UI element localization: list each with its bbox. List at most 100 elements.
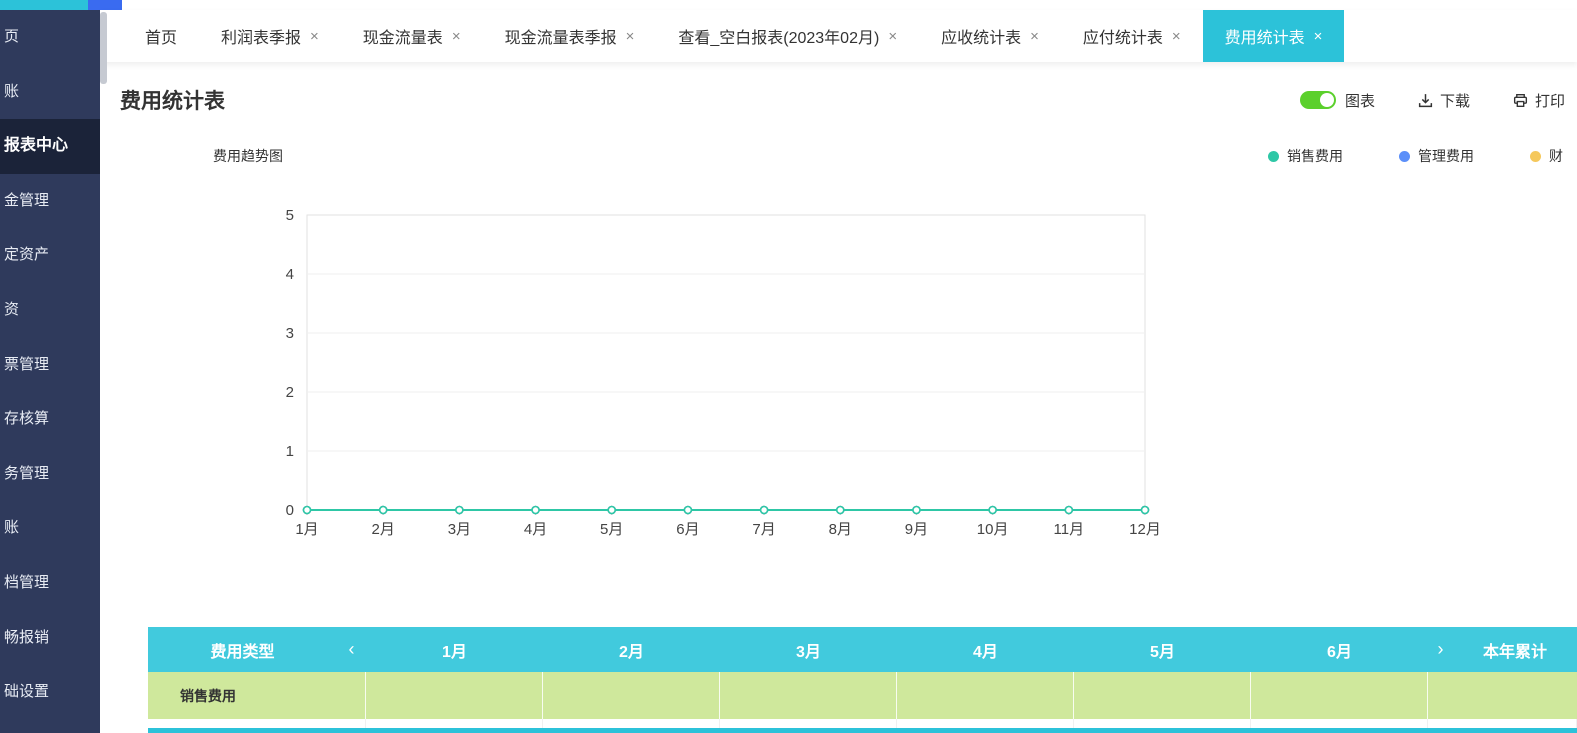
svg-text:11月: 11月 (1054, 521, 1085, 538)
expense-table: 费用类型 ‹ 1月 2月 3月 4月 5月 6月 › 本年累计 销售费用 (148, 627, 1577, 733)
col-header-total: 本年累计 (1482, 643, 1547, 661)
tab-close-icon[interactable]: × (625, 27, 635, 45)
table-cell (543, 672, 720, 719)
download-label: 下载 (1439, 92, 1470, 110)
row-label: 销售费用 (148, 672, 366, 719)
sidebar-item-金管理[interactable]: 金管理 (4, 191, 50, 209)
tab-费用统计表[interactable]: 费用统计表 × (1202, 10, 1345, 62)
legend-item-销售费用[interactable]: 销售费用 (1268, 146, 1343, 166)
chart-header: 费用趋势图 销售费用 管理费用 财 (100, 146, 1577, 168)
sidebar-item-票管理[interactable]: 票管理 (4, 355, 50, 373)
tab-close-icon[interactable]: × (451, 27, 461, 45)
tab-label: 现金流量表季报 (504, 30, 617, 47)
sidebar-item-定资产[interactable]: 定资产 (4, 246, 50, 264)
tab-close-icon[interactable]: × (310, 27, 319, 45)
sidebar-item-账[interactable]: 账 (4, 519, 20, 537)
page-title: 费用统计表 (120, 90, 225, 113)
legend-label: 财 (1549, 148, 1563, 164)
tab-利润表季报[interactable]: 利润表季报 × (199, 10, 341, 62)
col-header-4月: 4月 (973, 643, 998, 661)
sidebar-scrollbar[interactable] (100, 12, 107, 84)
tab-label: 查看_空白报表(2023年02月) (678, 30, 880, 47)
sidebar-item-页[interactable]: 页 (4, 28, 20, 45)
tab-label: 应收统计表 (941, 30, 1022, 47)
table-horizontal-scrollbar[interactable] (148, 728, 1577, 733)
tab-首页[interactable]: 首页 (123, 10, 199, 62)
chart-title: 费用趋势图 (213, 148, 283, 164)
table-cell (1074, 672, 1251, 719)
sidebar-item-畅报销[interactable]: 畅报销 (4, 628, 50, 646)
sidebar-item-资[interactable]: 资 (4, 300, 20, 318)
tab-label: 首页 (145, 30, 178, 47)
table-row-partial (148, 719, 1577, 728)
sidebar-menu: 页账报表中心 金管理 定资产资票管理 存核算 务管理账档管理 畅报销 础设置 (0, 10, 100, 720)
toggle-knob (1319, 93, 1334, 107)
tab-list: 首页 利润表季报 × 现金流量表 × 现金流量表季报 × 查看_空白报表(2023年02月) ×… (123, 10, 1345, 62)
sidebar-item-础设置[interactable]: 础设置 (4, 683, 50, 701)
sidebar-item-存核算[interactable]: 存核算 (4, 410, 50, 428)
tab-查看_空白报表(2023年02月)[interactable]: 查看_空白报表(2023年02月) × (656, 10, 919, 62)
svg-text:6月: 6月 (676, 521, 699, 538)
tab-label: 应付统计表 (1082, 30, 1163, 47)
svg-text:12月: 12月 (1129, 521, 1161, 538)
tab-close-icon[interactable]: × (1171, 27, 1181, 45)
top-strip-cyan (0, 0, 88, 10)
page-header: 费用统计表 图表 下载 打印 (120, 84, 1565, 116)
col-header-2月: 2月 (619, 643, 644, 661)
col-header-1月: 1月 (442, 643, 467, 661)
table-cell (720, 672, 897, 719)
svg-text:8月: 8月 (829, 521, 852, 538)
col-header-3月: 3月 (796, 643, 821, 661)
tab-bar: 首页 利润表季报 × 现金流量表 × 现金流量表季报 × 查看_空白报表(2023年02月) ×… (100, 10, 1577, 62)
sidebar-item-报表中心[interactable]: 报表中心 (0, 119, 100, 174)
svg-text:1月: 1月 (295, 521, 318, 538)
tab-close-icon[interactable]: × (1313, 27, 1323, 45)
chart-legend: 销售费用 管理费用 财 (1268, 146, 1577, 166)
print-button[interactable]: 打印 (1512, 90, 1565, 111)
svg-text:4月: 4月 (524, 521, 547, 538)
svg-text:4: 4 (286, 266, 294, 283)
prev-months-button[interactable]: ‹ (348, 639, 355, 659)
print-label: 打印 (1534, 92, 1565, 110)
table-cell (366, 672, 543, 719)
sidebar-item-档管理[interactable]: 档管理 (4, 573, 50, 591)
svg-text:7月: 7月 (752, 521, 775, 538)
main-content: 费用统计表 图表 下载 打印 费用趋势图 销售费用 管理 (100, 62, 1577, 733)
sidebar-item-账[interactable]: 账 (4, 82, 20, 100)
tab-close-icon[interactable]: × (888, 27, 898, 45)
toolbar: 图表 下载 打印 (1299, 90, 1565, 111)
download-button[interactable]: 下载 (1417, 90, 1470, 111)
table-cell (1428, 672, 1577, 719)
tab-现金流量表[interactable]: 现金流量表 × (341, 10, 483, 62)
print-icon (1513, 93, 1528, 107)
tab-应收统计表[interactable]: 应收统计表 × (919, 10, 1061, 62)
table-cell (1251, 672, 1428, 719)
svg-text:2: 2 (286, 384, 294, 401)
col-header-6月: 6月 (1327, 643, 1352, 661)
tab-close-icon[interactable]: × (1030, 27, 1039, 45)
legend-label: 管理费用 (1418, 148, 1474, 164)
svg-text:0: 0 (286, 502, 294, 519)
sidebar-item-务管理[interactable]: 务管理 (4, 464, 50, 482)
svg-text:10月: 10月 (977, 521, 1009, 538)
tab-应付统计表[interactable]: 应付统计表 × (1061, 10, 1203, 62)
svg-text:3: 3 (286, 325, 294, 342)
table-row-销售费用[interactable]: 销售费用 (148, 672, 1577, 719)
tab-现金流量表季报[interactable]: 现金流量表季报 × (483, 10, 657, 62)
table-header-row: 费用类型 ‹ 1月 2月 3月 4月 5月 6月 › 本年累计 (148, 627, 1577, 672)
col-header-5月: 5月 (1150, 643, 1175, 661)
expense-trend-chart: 0 1 2 3 4 5 1月 2月 3月 4月 5月 6月 7月 8月 9月 10月 11月 12月 (286, 207, 1161, 538)
next-months-button[interactable]: › (1437, 639, 1444, 659)
svg-text:3月: 3月 (448, 521, 471, 538)
tab-label: 费用统计表 (1224, 30, 1305, 47)
chart-toggle-label: 图表 (1344, 92, 1375, 110)
sidebar: 页账报表中心 金管理 定资产资票管理 存核算 务管理账档管理 畅报销 础设置 (0, 10, 100, 733)
legend-item-管理费用[interactable]: 管理费用 (1399, 146, 1474, 166)
col-header-expense-type: 费用类型 (210, 643, 275, 661)
chart-view-toggle[interactable] (1299, 91, 1336, 109)
svg-text:2月: 2月 (372, 521, 395, 538)
svg-text:5: 5 (286, 207, 294, 224)
tab-label: 利润表季报 (221, 30, 302, 47)
legend-item-财[interactable]: 财 (1530, 146, 1563, 166)
legend-dot-icon (1399, 150, 1410, 162)
